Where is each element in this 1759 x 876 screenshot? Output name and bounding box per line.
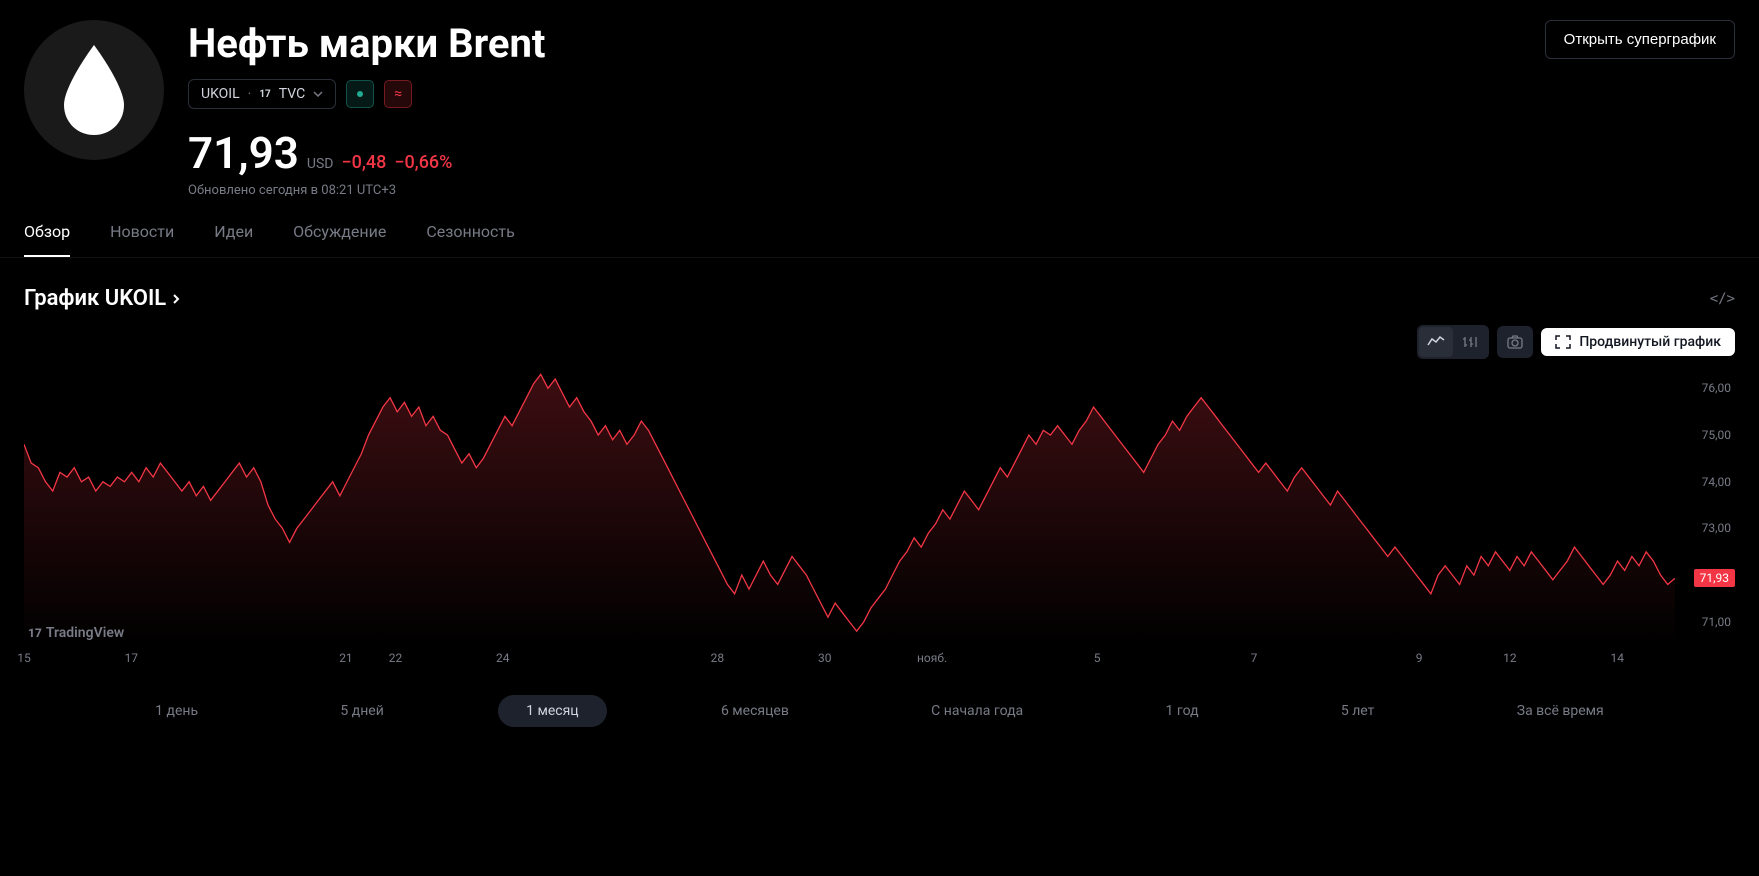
advanced-chart-label: Продвинутый график	[1579, 334, 1721, 350]
chevron-down-icon	[313, 91, 323, 97]
x-axis: 15172122242830нояб.5791214	[24, 651, 1675, 675]
y-tick: 71,00	[1702, 615, 1731, 629]
range-2[interactable]: 1 месяц	[498, 695, 606, 727]
delayed-badge[interactable]: ≈	[384, 80, 412, 108]
x-tick: 30	[818, 651, 832, 665]
market-open-badge[interactable]	[346, 80, 374, 108]
x-tick: 14	[1610, 651, 1624, 665]
watermark-text: TradingView	[46, 625, 124, 641]
x-tick: 28	[711, 651, 725, 665]
open-superchart-button[interactable]: Открыть суперграфик	[1545, 20, 1735, 59]
chart-title-text: График UKOIL	[24, 286, 166, 311]
tab-1[interactable]: Новости	[110, 222, 174, 257]
candle-chart-icon	[1461, 335, 1479, 349]
tabs-nav: Обзор Новости Идеи Обсуждение Сезонность	[0, 198, 1759, 258]
ticker-selector[interactable]: UKOIL · 17 TVC	[188, 79, 336, 109]
x-tick: 9	[1416, 651, 1423, 665]
ticker-source: TVC	[279, 86, 305, 102]
advanced-chart-button[interactable]: Продвинутый график	[1541, 328, 1735, 356]
range-4[interactable]: С начала года	[903, 695, 1051, 727]
x-tick: 21	[339, 651, 353, 665]
x-tick: нояб.	[917, 651, 947, 665]
range-6[interactable]: 5 лет	[1313, 695, 1403, 727]
approx-icon: ≈	[394, 86, 402, 102]
y-tick: 73,00	[1702, 521, 1731, 535]
price-value: 71,93	[188, 127, 299, 179]
candle-chart-button[interactable]	[1453, 327, 1487, 357]
price-change-pct: −0,66%	[394, 152, 452, 173]
x-tick: 17	[125, 651, 139, 665]
tv-logo-small: 17	[259, 89, 270, 100]
y-axis: 71,0072,0073,0074,0075,0076,0071,93	[1679, 365, 1735, 645]
range-0[interactable]: 1 день	[127, 695, 226, 727]
chart-container[interactable]: 71,0072,0073,0074,0075,0076,0071,93 1517…	[24, 365, 1735, 675]
tradingview-watermark: 17 TradingView	[28, 625, 124, 641]
x-tick: 15	[17, 651, 31, 665]
y-tick: 74,00	[1702, 475, 1731, 489]
ticker-separator: ·	[248, 86, 252, 102]
tab-2[interactable]: Идеи	[214, 222, 253, 257]
range-5[interactable]: 1 год	[1138, 695, 1227, 727]
y-tick: 75,00	[1702, 428, 1731, 442]
market-open-dot-icon	[357, 91, 363, 97]
price-currency: USD	[307, 156, 334, 172]
tab-3[interactable]: Обсуждение	[293, 222, 386, 257]
ticker-symbol: UKOIL	[201, 86, 240, 102]
x-tick: 22	[389, 651, 403, 665]
embed-code-icon[interactable]: </>	[1710, 291, 1735, 307]
asset-icon	[24, 20, 164, 160]
x-tick: 24	[496, 651, 510, 665]
range-7[interactable]: За всё время	[1489, 695, 1632, 727]
camera-icon	[1506, 335, 1524, 349]
area-chart-icon	[1427, 335, 1445, 349]
asset-title: Нефть марки Brent	[188, 20, 1545, 67]
price-change-abs: −0,48	[341, 152, 386, 173]
oil-drop-icon	[59, 45, 129, 135]
x-tick: 5	[1094, 651, 1101, 665]
chevron-right-icon	[172, 293, 180, 305]
range-3[interactable]: 6 месяцев	[693, 695, 817, 727]
price-chart	[24, 365, 1675, 645]
x-tick: 12	[1503, 651, 1517, 665]
y-tick: 76,00	[1702, 381, 1731, 395]
tab-0[interactable]: Обзор	[24, 222, 70, 257]
expand-icon	[1555, 335, 1571, 349]
updated-text: Обновлено сегодня в 08:21 UTC+3	[188, 183, 1545, 198]
chart-title-link[interactable]: График UKOIL	[24, 286, 180, 311]
range-1[interactable]: 5 дней	[312, 695, 411, 727]
current-price-tag: 71,93	[1694, 569, 1735, 587]
tv-logo-icon: 17	[28, 626, 42, 640]
range-selector: 1 день 5 дней 1 месяц 6 месяцев С начала год…	[24, 675, 1735, 727]
area-chart-button[interactable]	[1419, 327, 1453, 357]
snapshot-button[interactable]	[1497, 326, 1533, 358]
chart-type-group	[1417, 325, 1489, 359]
tab-4[interactable]: Сезонность	[426, 222, 514, 257]
x-tick: 7	[1251, 651, 1258, 665]
